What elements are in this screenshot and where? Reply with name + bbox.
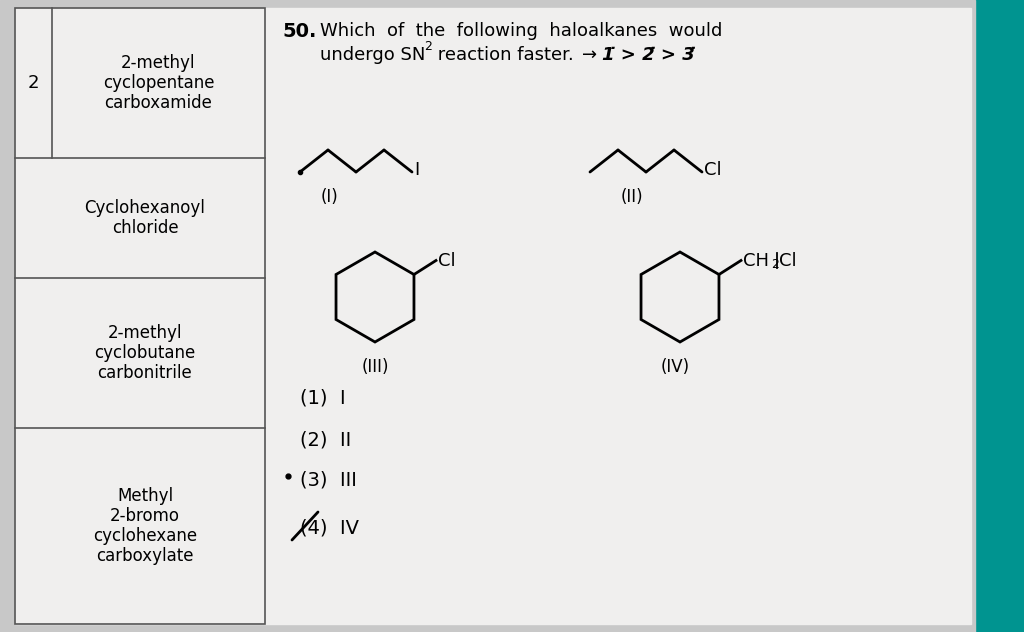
Text: 2-methyl: 2-methyl <box>108 324 182 342</box>
Text: Cl: Cl <box>779 252 797 269</box>
Text: CH: CH <box>743 252 769 269</box>
Text: Which  of  the  following  haloalkanes  would: Which of the following haloalkanes would <box>319 22 722 40</box>
Text: 2: 2 <box>28 74 39 92</box>
Text: carbonitrile: carbonitrile <box>97 364 193 382</box>
Text: 2-bromo: 2-bromo <box>110 507 180 525</box>
Text: cyclopentane: cyclopentane <box>102 74 214 92</box>
Text: (2)  II: (2) II <box>300 430 351 449</box>
Text: (3)  III: (3) III <box>300 470 357 490</box>
Text: I: I <box>414 161 419 179</box>
Text: (4)  IV: (4) IV <box>300 518 359 537</box>
Text: chloride: chloride <box>112 219 178 237</box>
Text: (II): (II) <box>621 188 643 206</box>
Text: Cl: Cl <box>705 161 722 179</box>
Text: carboxylate: carboxylate <box>96 547 194 565</box>
Text: Cyclohexanoyl: Cyclohexanoyl <box>85 199 206 217</box>
Text: undergo SN: undergo SN <box>319 46 425 64</box>
Text: 2: 2 <box>424 40 432 53</box>
Text: →: → <box>582 46 597 64</box>
Text: Cl: Cl <box>438 252 456 269</box>
Text: carboxamide: carboxamide <box>104 94 212 112</box>
Text: (IV): (IV) <box>660 358 689 376</box>
Text: cyclohexane: cyclohexane <box>93 527 197 545</box>
Text: (1)  I: (1) I <box>300 389 346 408</box>
Bar <box>15 8 265 624</box>
Text: reaction faster.: reaction faster. <box>432 46 580 64</box>
Text: 1̇ > 2̇ > 3̇: 1̇ > 2̇ > 3̇ <box>602 46 694 64</box>
Text: 2: 2 <box>771 258 779 271</box>
Bar <box>975 0 1024 632</box>
Text: Methyl: Methyl <box>117 487 173 505</box>
Text: cyclobutane: cyclobutane <box>94 344 196 362</box>
Text: 50.: 50. <box>282 22 316 41</box>
Text: 2-methyl: 2-methyl <box>121 54 196 72</box>
Text: (I): (I) <box>322 188 339 206</box>
Text: (III): (III) <box>361 358 389 376</box>
